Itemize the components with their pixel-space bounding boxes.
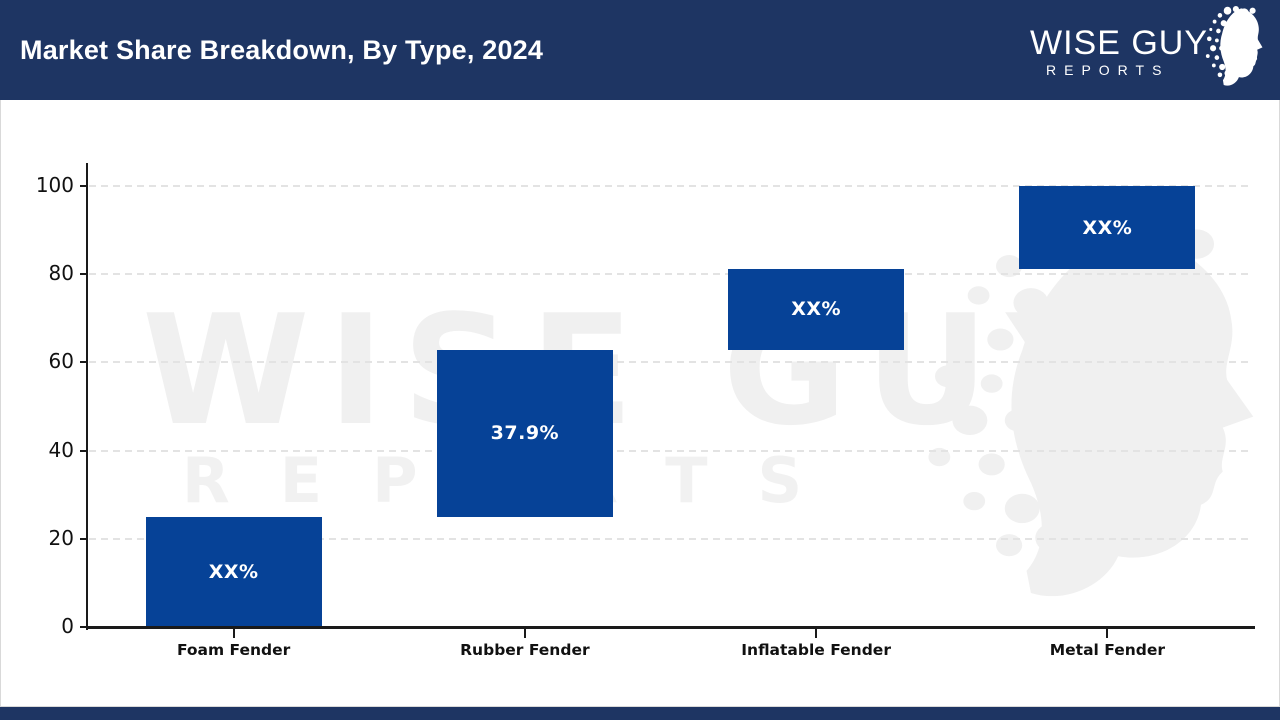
gridline bbox=[89, 537, 1253, 540]
head-dot bbox=[1211, 63, 1216, 68]
x-axis-category-label: Inflatable Fender bbox=[741, 641, 891, 659]
head-dot bbox=[935, 365, 962, 388]
bar-segment: XX% bbox=[728, 269, 905, 350]
gridline bbox=[89, 185, 1253, 187]
y-axis-tick bbox=[80, 449, 88, 452]
head-dot bbox=[1249, 7, 1256, 14]
y-axis-tick bbox=[80, 626, 88, 628]
head-dot bbox=[1214, 55, 1220, 60]
gridline bbox=[89, 449, 1253, 452]
bar-value-label: XX% bbox=[208, 560, 259, 583]
head-dot bbox=[952, 405, 988, 436]
y-axis-tick-label: 20 bbox=[48, 525, 74, 550]
head-dot bbox=[1205, 54, 1210, 58]
bar-segment: XX% bbox=[145, 516, 322, 627]
x-axis-tick bbox=[1106, 628, 1109, 638]
bar-segment: XX% bbox=[1019, 186, 1196, 270]
y-axis-tick bbox=[80, 185, 88, 187]
x-axis-category-label: Foam Fender bbox=[176, 641, 291, 659]
y-axis-tick-label: 40 bbox=[48, 437, 74, 462]
head-dot bbox=[1210, 45, 1217, 52]
head-dot bbox=[1209, 27, 1213, 32]
head-dot bbox=[948, 324, 966, 340]
y-axis-tick-label: 60 bbox=[48, 349, 74, 374]
bar-segment: 37.9% bbox=[436, 349, 613, 517]
head-dot bbox=[1217, 13, 1223, 18]
gridline bbox=[89, 361, 1253, 364]
wiseguy-logo: WISE GUY REPORTS bbox=[1000, 0, 1270, 100]
head-dot bbox=[963, 491, 986, 511]
gridline bbox=[89, 273, 1253, 276]
footer-bar bbox=[0, 707, 1280, 720]
head-dot bbox=[1219, 63, 1226, 71]
y-axis-tick bbox=[80, 273, 88, 276]
head-dot bbox=[1212, 19, 1217, 24]
bar-value-label: XX% bbox=[1082, 216, 1133, 239]
y-axis-tick-label: 80 bbox=[48, 261, 74, 286]
head-dot bbox=[1214, 38, 1219, 43]
head-dot bbox=[928, 447, 951, 467]
x-axis-line bbox=[86, 625, 1255, 629]
logo-wordmark: WISE GUY bbox=[1030, 24, 1209, 62]
y-axis-line bbox=[86, 163, 88, 630]
head-dot bbox=[1223, 6, 1232, 15]
bar-value-label: 37.9% bbox=[490, 422, 560, 445]
y-axis-tick bbox=[80, 361, 88, 364]
x-axis-tick bbox=[815, 628, 818, 638]
x-axis-category-label: Metal Fender bbox=[1049, 641, 1166, 659]
y-axis-tick-label: 100 bbox=[35, 173, 74, 197]
x-axis-category-label: Rubber Fender bbox=[460, 641, 590, 659]
head-dot bbox=[996, 255, 1023, 278]
page-title: Market Share Breakdown, By Type, 2024 bbox=[20, 34, 544, 65]
face-profile bbox=[1011, 233, 1254, 597]
head-dot bbox=[980, 374, 1003, 393]
head-dot bbox=[978, 453, 1005, 476]
head-dot bbox=[1004, 493, 1040, 524]
y-axis-tick-label: 0 bbox=[61, 614, 74, 638]
logo-subtext: REPORTS bbox=[1046, 62, 1170, 78]
head-dot bbox=[1207, 36, 1212, 42]
bar-value-label: XX% bbox=[791, 298, 842, 321]
x-axis-tick bbox=[232, 628, 235, 638]
header-bar: Market Share Breakdown, By Type, 2024 WI… bbox=[0, 0, 1280, 100]
wiseguy-head-icon bbox=[1205, 6, 1263, 86]
head-dot bbox=[1217, 72, 1223, 78]
head-dot bbox=[987, 328, 1014, 351]
face-profile bbox=[1220, 8, 1263, 86]
x-axis-tick bbox=[523, 628, 526, 638]
y-axis-tick bbox=[80, 537, 88, 540]
head-dot bbox=[1216, 28, 1221, 34]
head-dot bbox=[967, 286, 990, 305]
